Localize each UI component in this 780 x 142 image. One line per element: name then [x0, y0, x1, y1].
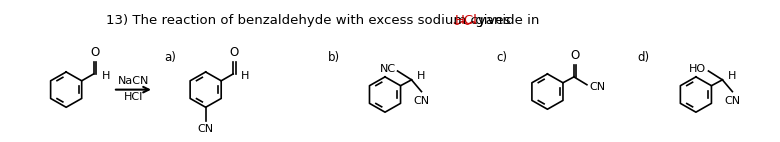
Text: H: H — [728, 71, 736, 81]
Text: H: H — [241, 71, 250, 81]
Text: O: O — [570, 49, 580, 62]
Text: gives: gives — [471, 14, 511, 27]
Text: HO: HO — [690, 64, 707, 74]
Text: H: H — [417, 71, 425, 81]
Text: O: O — [90, 46, 100, 59]
Text: CN: CN — [197, 124, 214, 134]
Text: HCl: HCl — [455, 14, 477, 27]
Text: c): c) — [497, 51, 508, 64]
Text: CN: CN — [590, 82, 606, 92]
Text: NaCN: NaCN — [118, 76, 149, 86]
Text: H: H — [101, 71, 110, 81]
Text: 13) The reaction of benzaldehyde with excess sodium cyanide in: 13) The reaction of benzaldehyde with ex… — [106, 14, 544, 27]
Text: HCI: HCI — [124, 92, 143, 103]
Text: d): d) — [637, 51, 649, 64]
Text: CN: CN — [725, 96, 740, 106]
Text: a): a) — [164, 51, 176, 64]
Text: O: O — [230, 46, 239, 59]
Text: CN: CN — [413, 96, 430, 106]
Text: b): b) — [328, 51, 340, 64]
Text: NC: NC — [379, 64, 395, 74]
